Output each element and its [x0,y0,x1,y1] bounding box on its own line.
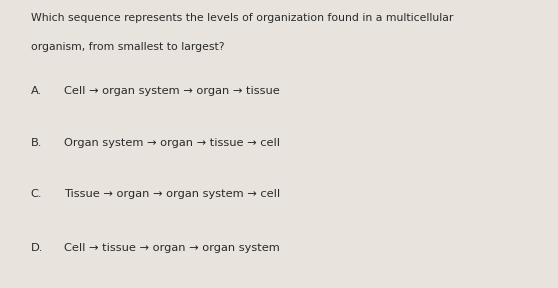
Text: A.: A. [31,86,42,96]
Text: Cell → tissue → organ → organ system: Cell → tissue → organ → organ system [64,243,280,253]
Text: Which sequence represents the levels of organization found in a multicellular: Which sequence represents the levels of … [31,13,453,23]
Text: C.: C. [31,189,42,199]
Text: Cell → organ system → organ → tissue: Cell → organ system → organ → tissue [64,86,280,96]
Text: Organ system → organ → tissue → cell: Organ system → organ → tissue → cell [64,138,280,148]
Text: D.: D. [31,243,43,253]
Text: organism, from smallest to largest?: organism, from smallest to largest? [31,42,224,52]
Text: Tissue → organ → organ system → cell: Tissue → organ → organ system → cell [64,189,280,199]
Text: B.: B. [31,138,42,148]
